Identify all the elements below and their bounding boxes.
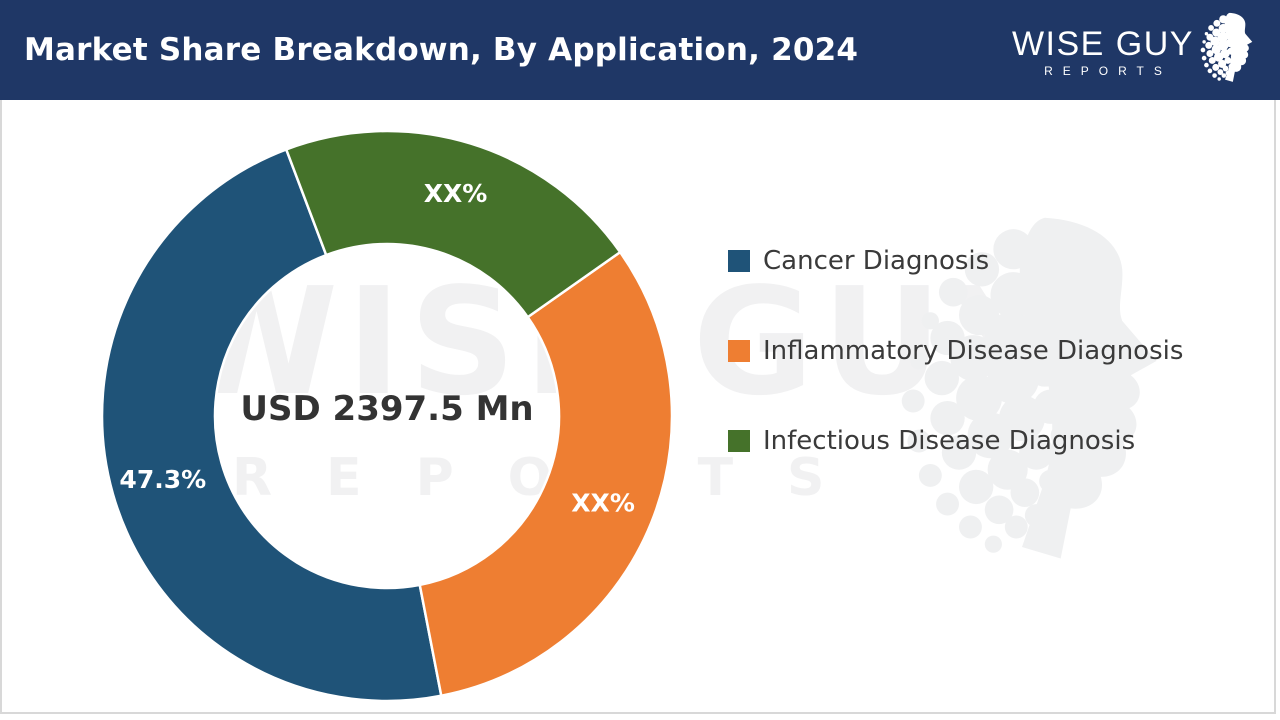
donut-segment-inflammatory-disease-diagnosis [418,250,674,698]
wise-guy-logo: WISE GUY REPORTS [1012,10,1254,90]
logo-face-icon [1200,12,1253,82]
slice-label-cancer-diagnosis: 47.3% [119,465,206,494]
donut-center-label: USD 2397.5 Mn [240,389,533,429]
legend-label: Infectious Disease Diagnosis [763,426,1136,456]
watermark-reports: REPORTS [232,452,879,504]
header: Market Share Breakdown, By Application, … [0,0,1280,100]
logo-wordmark: WISE GUY [1011,25,1194,63]
legend-swatch [728,250,750,272]
donut-segment-cancer-diagnosis [100,148,443,703]
legend-item-inflammatory-disease-diagnosis: Inflammatory Disease Diagnosis [728,336,1183,366]
page-title: Market Share Breakdown, By Application, … [24,32,859,68]
slice-label-infectious-disease-diagnosis: XX% [424,179,488,208]
donut-chart: 47.3% XX% XX% USD 2397.5 Mn [100,129,674,703]
chart-legend: Cancer Diagnosis Inflammatory Disease Dia… [728,246,1183,456]
donut-segment-infectious-disease-diagnosis [285,129,622,319]
legend-item-infectious-disease-diagnosis: Infectious Disease Diagnosis [728,426,1183,456]
slice-label-inflammatory-disease-diagnosis: XX% [571,489,635,518]
legend-swatch [728,340,750,362]
legend-label: Cancer Diagnosis [763,246,990,276]
logo-text: WISE GUY REPORTS [1012,27,1194,77]
legend-label: Inflammatory Disease Diagnosis [763,336,1184,366]
logo-reports-label: REPORTS [1044,64,1172,78]
legend-swatch [728,430,750,452]
legend-item-cancer-diagnosis: Cancer Diagnosis [728,246,1183,276]
